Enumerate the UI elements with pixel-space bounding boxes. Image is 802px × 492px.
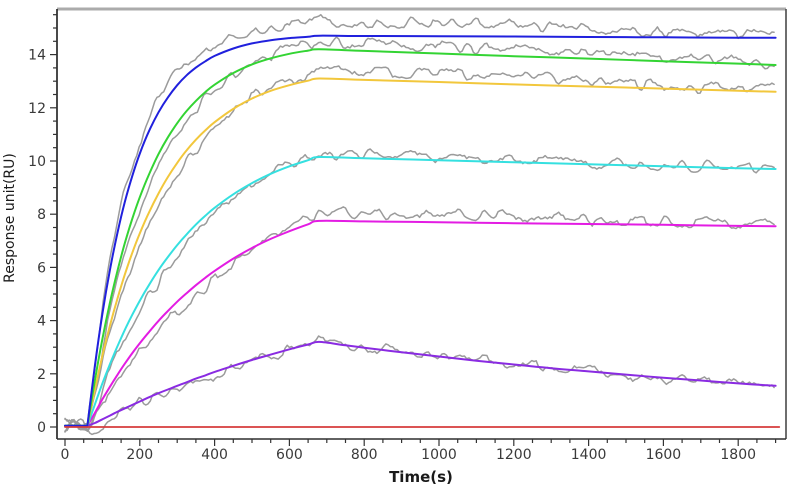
fit-curves-group — [64, 34, 781, 428]
y-tick-label: 0 — [37, 420, 46, 436]
y-tick-label: 10 — [28, 154, 46, 170]
x-axis: 0 200 400 600 800 1000 1200 1400 1600 1800 — [61, 439, 777, 463]
measured-trace-1 — [64, 13, 775, 432]
x-tick-label: 1400 — [571, 447, 607, 463]
y-tick-label: 14 — [28, 48, 46, 64]
fit-curve-3 — [64, 77, 777, 427]
measured-trace-2 — [64, 36, 775, 433]
x-tick-label: 1800 — [720, 447, 756, 463]
x-tick-label: 400 — [201, 447, 228, 463]
plot-frame — [56, 7, 787, 440]
x-tick-label: 600 — [276, 447, 303, 463]
measured-trace-3 — [64, 65, 775, 429]
fit-curve-1-highest — [64, 34, 777, 427]
y-tick-label: 6 — [37, 260, 46, 276]
x-tick-label: 800 — [351, 447, 378, 463]
x-tick-label: 1600 — [646, 447, 682, 463]
y-axis-title: Response unit(RU) — [2, 153, 18, 283]
y-tick-label: 2 — [37, 367, 46, 383]
x-axis-title: Time(s) — [389, 468, 453, 486]
fit-curve-5 — [64, 219, 777, 427]
y-tick-label: 4 — [37, 314, 46, 330]
y-tick-label: 8 — [37, 207, 46, 223]
fit-curve-2 — [64, 48, 777, 427]
measured-trace-4 — [64, 148, 775, 432]
x-tick-label: 1000 — [421, 447, 457, 463]
measured-trace-6 — [64, 335, 775, 436]
fit-curve-6-lowest — [64, 340, 777, 427]
x-tick-label: 1200 — [496, 447, 532, 463]
y-axis: 0 2 4 6 8 10 12 14 — [28, 14, 57, 436]
measured-trace-5 — [64, 206, 775, 433]
x-tick-label: 200 — [126, 447, 153, 463]
x-tick-label: 0 — [61, 447, 70, 463]
y-tick-label: 12 — [28, 101, 46, 117]
fit-curve-4 — [64, 155, 777, 427]
